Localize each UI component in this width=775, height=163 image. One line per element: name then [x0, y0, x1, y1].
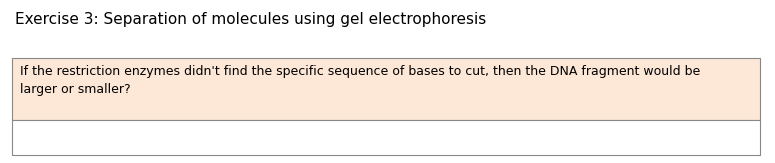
Bar [12, 120, 760, 155]
Text: Exercise 3: Separation of molecules using gel electrophoresis: Exercise 3: Separation of molecules usin… [15, 12, 486, 27]
Text: If the restriction enzymes didn't find the specific sequence of bases to cut, th: If the restriction enzymes didn't find t… [20, 65, 701, 96]
Bar [12, 58, 760, 120]
